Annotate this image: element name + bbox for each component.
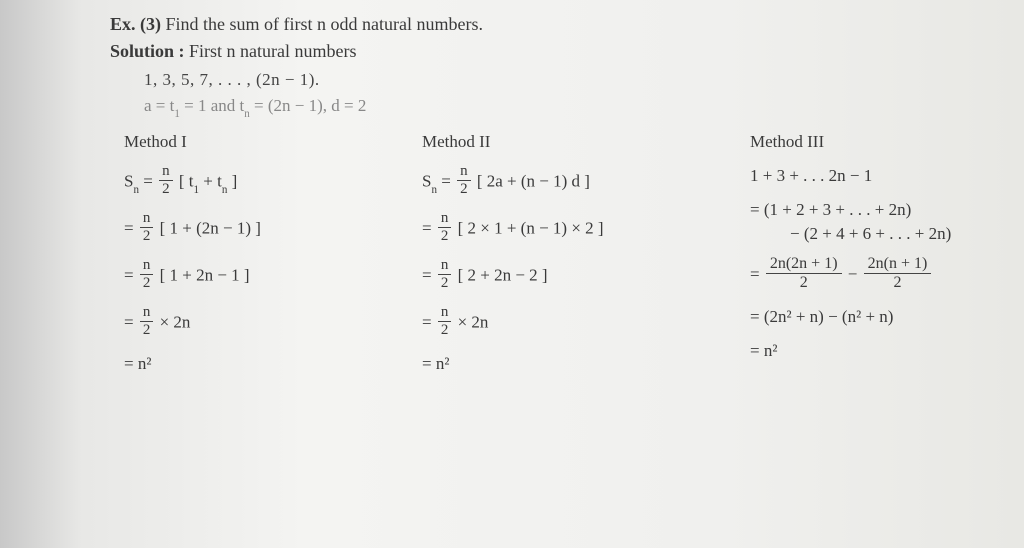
m1r1-fd: 2	[159, 181, 173, 197]
m1r3-fn: n	[140, 258, 154, 275]
m3r4-f2n: 2n(n + 1)	[864, 256, 932, 274]
m1r1-mid: + t	[199, 172, 222, 191]
given-tn-sub: n	[244, 108, 250, 120]
m3r4-f1d: 2	[766, 274, 842, 291]
m1r4-eq: =	[124, 313, 138, 332]
m1r2-frac: n2	[140, 211, 154, 244]
m2r2-fn: n	[438, 211, 452, 228]
m1r4-fn: n	[140, 305, 154, 322]
m2r1-fd: 2	[457, 181, 471, 197]
m2-row-4: = n2 × 2n	[422, 307, 722, 340]
m2r3-fn: n	[438, 258, 452, 275]
m2r4-fd: 2	[438, 322, 452, 338]
m1r2-fd: 2	[140, 228, 154, 244]
m1r3-after: [ 1 + 2n − 1 ]	[155, 266, 249, 285]
m2r1-frac: n2	[457, 164, 471, 197]
m1r1-fn: n	[159, 164, 173, 181]
m2r1-after: [ 2a + (n − 1) d ]	[473, 172, 590, 191]
method-1-column: Method I Sn = n2 [ t1 + tn ] = n2 [ 1 + …	[110, 132, 408, 374]
m1r2-after: [ 1 + (2n − 1) ]	[155, 219, 261, 238]
m3r4-minus: −	[844, 265, 862, 284]
m2r4-fn: n	[438, 305, 452, 322]
m1r4-fd: 2	[140, 322, 154, 338]
m1r1-frac: n2	[159, 164, 173, 197]
m1r3-frac: n2	[140, 258, 154, 291]
methods-container: Method I Sn = n2 [ t1 + tn ] = n2 [ 1 + …	[110, 132, 964, 374]
m2-row-1: Sn = n2 [ 2a + (n − 1) d ]	[422, 166, 722, 199]
method-2-title: Method II	[422, 132, 722, 152]
m2r4-after: × 2n	[453, 313, 488, 332]
method-2-column: Method II Sn = n2 [ 2a + (n − 1) d ] = n…	[408, 132, 736, 374]
m3r4-eq: =	[750, 265, 764, 284]
solution-label: Solution :	[110, 41, 185, 61]
m3-row-1: 1 + 3 + . . . 2n − 1	[750, 166, 951, 186]
exercise-line: Ex. (3) Find the sum of first n odd natu…	[110, 14, 964, 35]
method-1-title: Method I	[124, 132, 394, 152]
m2r1-eq: =	[437, 172, 455, 191]
m2-row-5: = n²	[422, 354, 722, 374]
m1-row-3: = n2 [ 1 + 2n − 1 ]	[124, 260, 394, 293]
m1r1-eq: =	[139, 172, 157, 191]
m3-row-6: = n²	[750, 341, 951, 361]
m1r1-s1: 1	[193, 184, 199, 196]
m2r4-frac: n2	[438, 305, 452, 338]
m3-row-4: = 2n(2n + 1)2 − 2n(n + 1)2	[750, 258, 951, 293]
m1-row-2: = n2 [ 1 + (2n − 1) ]	[124, 213, 394, 246]
m3-row-2: = (1 + 2 + 3 + . . . + 2n)	[750, 200, 951, 220]
given-and: and	[206, 96, 239, 115]
exercise-label: Ex. (3)	[110, 14, 161, 34]
m1r2-eq: =	[124, 219, 138, 238]
m2r4-eq: =	[422, 313, 436, 332]
m2r2-frac: n2	[438, 211, 452, 244]
m3r4-f2: 2n(n + 1)2	[864, 256, 932, 291]
m2-row-3: = n2 [ 2 + 2n − 2 ]	[422, 260, 722, 293]
m1r2-fn: n	[140, 211, 154, 228]
given-line: a = t1 = 1 and tn = (2n − 1), d = 2	[144, 96, 964, 118]
m2r1-lhs-sub: n	[431, 184, 437, 196]
m2r3-after: [ 2 + 2n − 2 ]	[453, 266, 547, 285]
page-container: Ex. (3) Find the sum of first n odd natu…	[0, 0, 1024, 374]
solution-line: Solution : First n natural numbers	[110, 41, 964, 62]
m1-row-5: = n²	[124, 354, 394, 374]
m1r1-s2: n	[222, 184, 228, 196]
m1r1-end: ]	[227, 172, 237, 191]
exercise-text: Find the sum of first n odd natural numb…	[166, 14, 483, 34]
m2r2-after: [ 2 × 1 + (n − 1) × 2 ]	[453, 219, 603, 238]
m1r1-lhs-sub: n	[133, 184, 139, 196]
solution-text: First n natural numbers	[189, 41, 356, 61]
m2r1-fn: n	[457, 164, 471, 181]
given-d: d = 2	[331, 96, 366, 115]
m1r3-fd: 2	[140, 275, 154, 291]
given-a: a = t	[144, 96, 174, 115]
method-3-column: Method III 1 + 3 + . . . 2n − 1 = (1 + 2…	[736, 132, 965, 374]
method-3-title: Method III	[750, 132, 951, 152]
m3r4-f1n: 2n(2n + 1)	[766, 256, 842, 274]
m1r4-after: × 2n	[155, 313, 190, 332]
m2r3-fd: 2	[438, 275, 452, 291]
m1r4-frac: n2	[140, 305, 154, 338]
m2r3-eq: =	[422, 266, 436, 285]
m1-row-1: Sn = n2 [ t1 + tn ]	[124, 166, 394, 199]
m1-row-4: = n2 × 2n	[124, 307, 394, 340]
m3-row-3: − (2 + 4 + 6 + . . . + 2n)	[750, 224, 951, 244]
m2r2-fd: 2	[438, 228, 452, 244]
given-a-sub: 1	[174, 108, 180, 120]
m2-row-2: = n2 [ 2 × 1 + (n − 1) × 2 ]	[422, 213, 722, 246]
m3r4-f2d: 2	[864, 274, 932, 291]
given-tn-val: = (2n − 1),	[250, 96, 332, 115]
m2r3-frac: n2	[438, 258, 452, 291]
m3r4-f1: 2n(2n + 1)2	[766, 256, 842, 291]
m2r2-eq: =	[422, 219, 436, 238]
m1r1-after: [ t	[175, 172, 194, 191]
sequence-line: 1, 3, 5, 7, . . . , (2n − 1).	[144, 70, 964, 90]
m1r3-eq: =	[124, 266, 138, 285]
given-a-val: = 1	[180, 96, 207, 115]
m3-row-5: = (2n² + n) − (n² + n)	[750, 307, 951, 327]
